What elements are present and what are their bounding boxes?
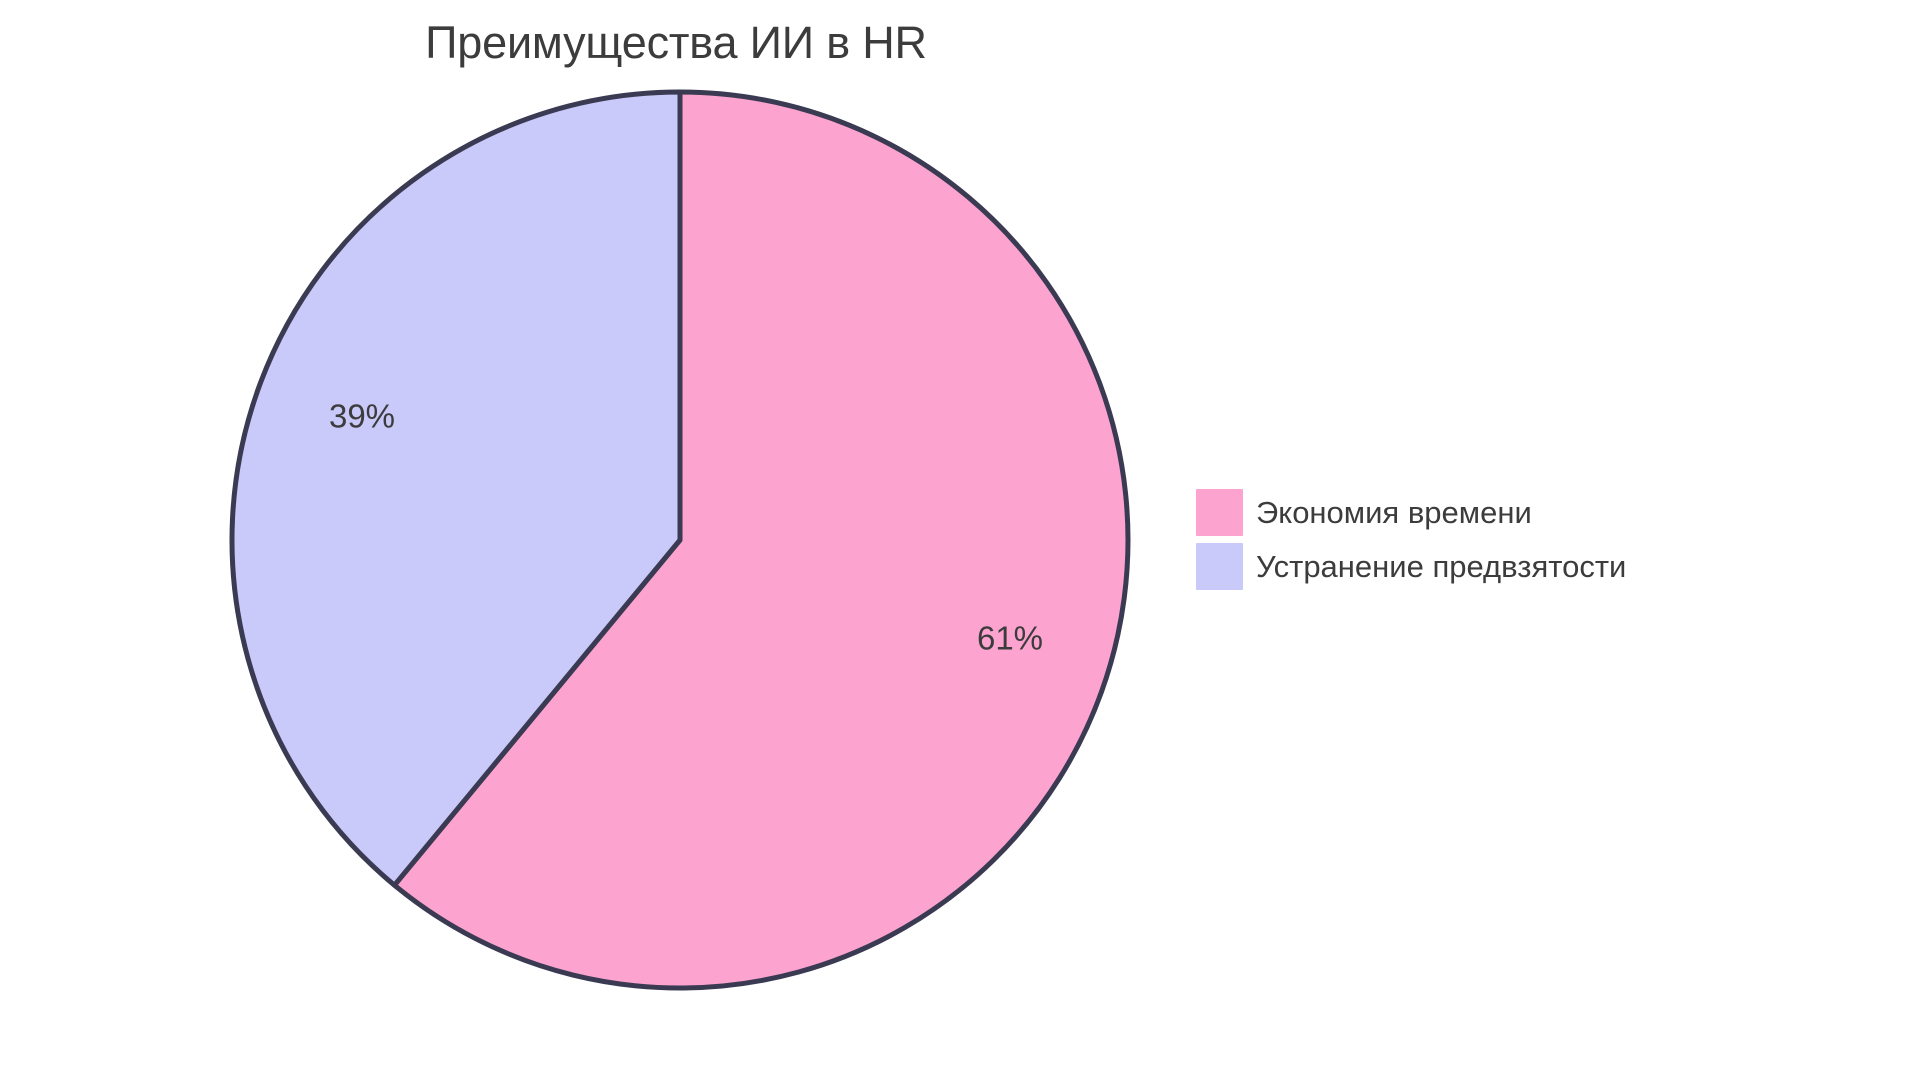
- pie-slice-ekonomiya-vremeni[interactable]: [391, 89, 1131, 991]
- page-title: Преимущества ИИ в HR: [425, 17, 927, 68]
- legend-item-label: Устранение предвзятости: [1256, 548, 1627, 584]
- legend-swatch-icon-pink: [1196, 488, 1243, 536]
- legend: Экономия времени Устранение предвзятости: [1196, 488, 1627, 590]
- legend-item-label: Экономия времени: [1256, 494, 1532, 530]
- legend-item-ustranenie-predvzyatosti[interactable]: Устранение предвзятости: [1196, 542, 1627, 590]
- legend-item-ekonomiya-vremeni[interactable]: Экономия времени: [1196, 488, 1626, 536]
- pie-slice-ustranenie-predvzyatosti[interactable]: [229, 89, 683, 888]
- pie-slice-value-label-61: 61%: [977, 620, 1043, 657]
- legend-swatch-icon-purple: [1196, 542, 1243, 590]
- pie-slice-value-label-39: 39%: [329, 398, 395, 435]
